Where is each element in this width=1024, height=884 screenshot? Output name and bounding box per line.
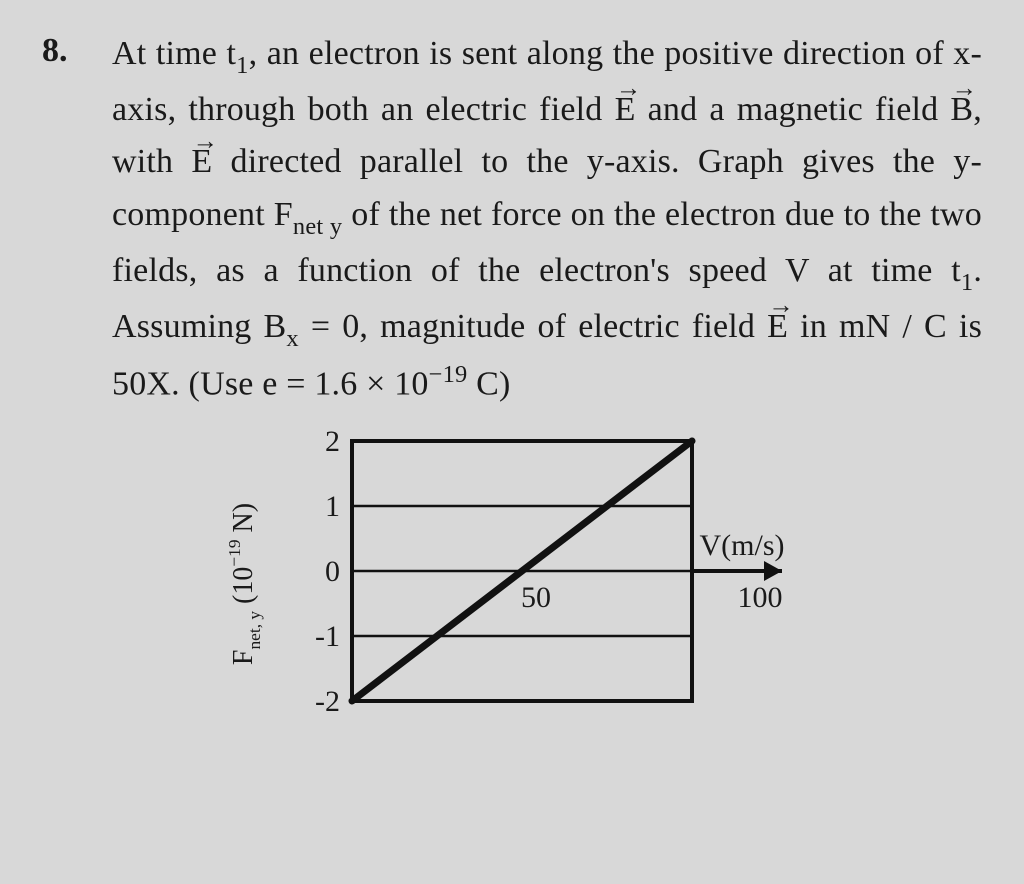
svg-text:50: 50	[521, 581, 551, 614]
svg-text:-1: -1	[315, 620, 340, 653]
question-block: 8. At time t1, an electron is sent along…	[42, 28, 982, 411]
sub-t1b: 1	[961, 269, 973, 296]
vector-E3: E	[767, 301, 788, 354]
text-line7c: = 0, magnitude of electric field	[299, 308, 755, 345]
text-line1a: At time t	[112, 35, 236, 72]
vector-E1: E	[615, 84, 636, 137]
sub-nety: net y	[293, 213, 342, 240]
svg-text:1: 1	[325, 490, 340, 523]
sup-exp: −19	[429, 361, 468, 388]
text-line3c: directed parallel	[212, 143, 463, 180]
question-number: 8.	[42, 28, 112, 70]
svg-text:-2: -2	[315, 685, 340, 718]
text-line8b: C)	[467, 366, 510, 403]
sub-t1a: 1	[236, 52, 248, 79]
chart-container: -2 -1 0 1 2 50 100 V(m/s) Fnet, y (10−19 N)	[42, 423, 982, 723]
text-line6: a function of the electron's speed V at …	[263, 252, 932, 289]
svg-text:V(m/s): V(m/s)	[700, 529, 785, 562]
text-line3a: and a magnetic field	[636, 91, 951, 128]
sub-bx: x	[286, 325, 298, 352]
vector-E2: E	[191, 136, 212, 189]
text-line4b: of	[342, 196, 380, 233]
svg-text:Fnet, y (10−19 N): Fnet, y (10−19 N)	[225, 503, 264, 665]
page: 8. At time t1, an electron is sent along…	[0, 0, 1024, 743]
text-line1b: , an electron is sent along the positive	[249, 35, 774, 72]
vector-B: B	[950, 84, 973, 137]
question-text: At time t1, an electron is sent along th…	[112, 28, 982, 411]
text-line7a: t	[951, 252, 961, 289]
svg-text:100: 100	[738, 581, 783, 614]
svg-text:0: 0	[325, 555, 340, 588]
force-vs-speed-chart: -2 -1 0 1 2 50 100 V(m/s) Fnet, y (10−19 N)	[192, 423, 832, 723]
svg-text:2: 2	[325, 425, 340, 458]
